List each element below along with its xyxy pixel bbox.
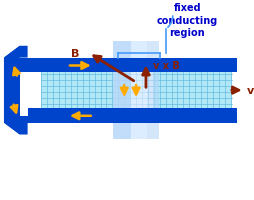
Polygon shape (4, 46, 28, 58)
FancyBboxPatch shape (147, 41, 159, 139)
FancyBboxPatch shape (4, 58, 31, 65)
FancyBboxPatch shape (41, 72, 130, 110)
Polygon shape (4, 46, 20, 135)
Text: v x B: v x B (153, 61, 180, 71)
Text: fixed
conducting
region: fixed conducting region (157, 3, 218, 38)
FancyBboxPatch shape (131, 41, 147, 139)
Polygon shape (4, 58, 28, 72)
Polygon shape (4, 123, 28, 135)
FancyBboxPatch shape (4, 116, 31, 123)
Text: v: v (247, 86, 254, 96)
Text: B: B (71, 49, 79, 59)
FancyBboxPatch shape (153, 72, 232, 110)
FancyBboxPatch shape (28, 108, 237, 123)
FancyBboxPatch shape (113, 41, 131, 139)
FancyBboxPatch shape (4, 58, 20, 123)
FancyBboxPatch shape (28, 58, 237, 72)
